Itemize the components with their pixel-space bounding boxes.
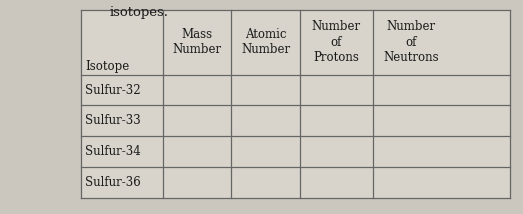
Text: Mass
Number: Mass Number (172, 28, 221, 56)
Text: Number
of
Protons: Number of Protons (312, 20, 361, 64)
Text: Number
of
Neutrons: Number of Neutrons (383, 20, 439, 64)
Text: isotopes.: isotopes. (110, 6, 169, 19)
Text: Isotope: Isotope (85, 60, 130, 73)
Bar (81, 10, 510, 198)
Text: Sulfur-32: Sulfur-32 (85, 83, 141, 97)
Text: Sulfur-33: Sulfur-33 (85, 114, 141, 127)
Text: Atomic
Number: Atomic Number (241, 28, 290, 56)
Text: Sulfur-36: Sulfur-36 (85, 176, 141, 189)
Text: Sulfur-34: Sulfur-34 (85, 145, 141, 158)
